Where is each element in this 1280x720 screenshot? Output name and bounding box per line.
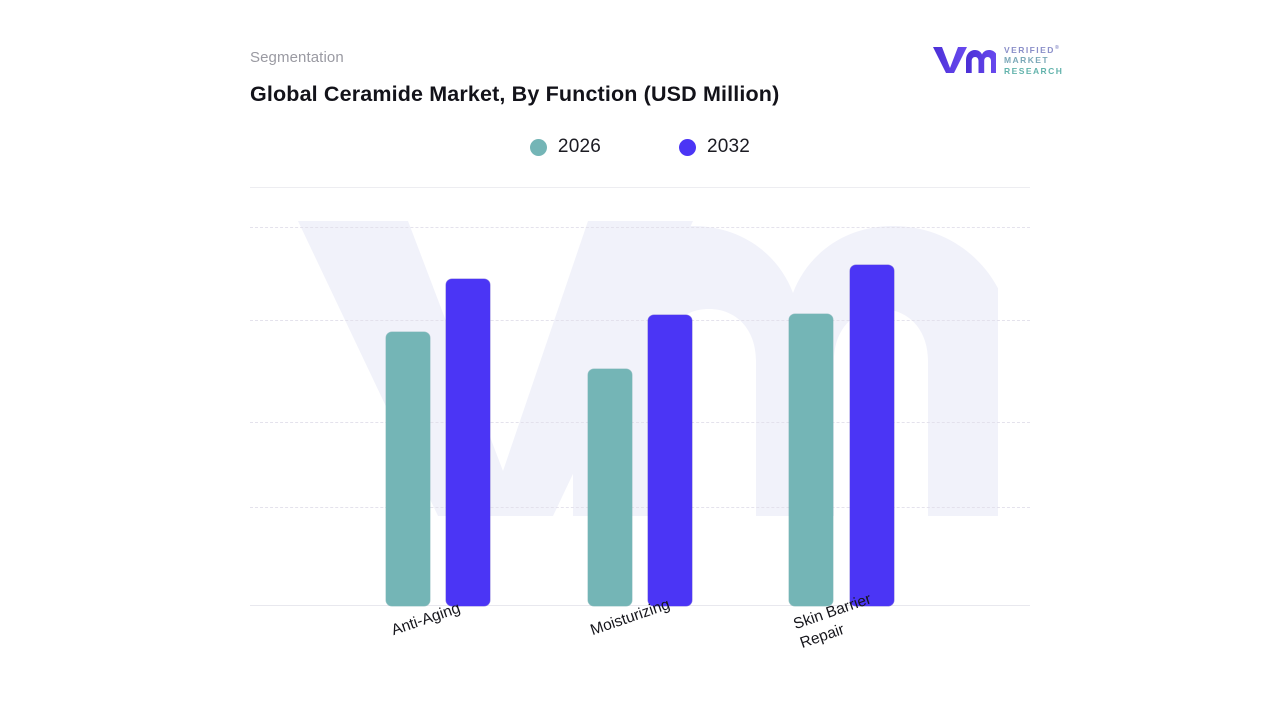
gridline-3 bbox=[250, 422, 1030, 423]
registered-mark: ® bbox=[1054, 45, 1059, 51]
vmr-logo: VERIFIED® MARKET RESEARCH bbox=[932, 42, 1064, 78]
gridline-1 bbox=[250, 227, 1030, 228]
legend-item-2026[interactable]: 2026 bbox=[529, 136, 601, 158]
bar-moisturizing-2026[interactable] bbox=[588, 369, 632, 606]
vmr-logomark-icon bbox=[932, 44, 998, 74]
axis-baseline bbox=[250, 605, 1030, 606]
bar-anti-aging-2026[interactable] bbox=[386, 332, 430, 606]
legend-swatch-2026 bbox=[529, 138, 547, 156]
logo-line-research: RESEARCH bbox=[1004, 65, 1064, 76]
logo-line-verified: VERIFIED® bbox=[1004, 44, 1059, 55]
vmr-logo-text: VERIFIED® MARKET RESEARCH bbox=[1004, 43, 1063, 76]
page-title: Global Ceramide Market, By Function (USD… bbox=[250, 82, 780, 106]
gridline-4 bbox=[250, 507, 1030, 508]
chart-legend: 2026 2032 bbox=[250, 136, 1030, 158]
bar-group-container bbox=[250, 187, 1030, 606]
axis-top-line bbox=[250, 187, 1030, 188]
x-axis-labels: Anti-Aging Moisturizing Skin Barrier Rep… bbox=[250, 591, 1030, 706]
bar-skin-barrier-repair-2026[interactable] bbox=[789, 314, 833, 606]
bar-skin-barrier-repair-2032[interactable] bbox=[850, 265, 894, 606]
legend-label-2032: 2032 bbox=[707, 136, 751, 157]
bar-moisturizing-2032[interactable] bbox=[648, 315, 692, 606]
legend-swatch-2032 bbox=[679, 138, 696, 156]
logo-line-market: MARKET bbox=[1004, 55, 1050, 66]
plot-area bbox=[250, 187, 1030, 606]
segmentation-kicker: Segmentation bbox=[250, 49, 344, 66]
gridline-2 bbox=[250, 320, 1030, 321]
legend-item-2032[interactable]: 2032 bbox=[679, 136, 750, 158]
legend-label-2026: 2026 bbox=[557, 136, 601, 157]
x-label-anti-aging: Anti-Aging bbox=[389, 599, 463, 640]
bar-anti-aging-2032[interactable] bbox=[446, 279, 490, 606]
